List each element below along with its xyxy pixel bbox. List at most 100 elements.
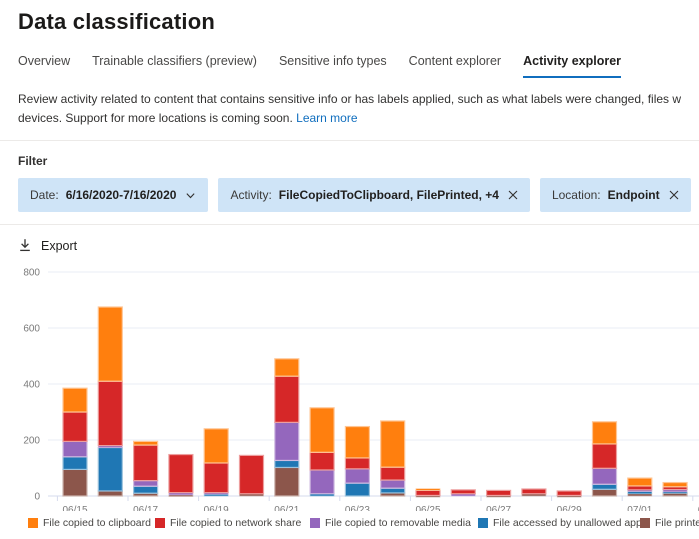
x-axis-tick-label: 06/27 [486, 505, 511, 511]
bar-segment-06/24-file-copied-to-network-share[interactable] [380, 466, 406, 481]
legend-item-file-copied-to-clipboard: File copied to clipboard [28, 517, 151, 529]
x-axis-tick-label: 06/17 [133, 505, 158, 511]
download-icon [18, 238, 32, 255]
bar-segment-06/28-file-copied-to-network-share[interactable] [521, 488, 547, 495]
bar-segment-06/19-file-copied-to-network-share[interactable] [203, 462, 229, 494]
bar-segment-06/17-file-copied-to-clipboard[interactable] [133, 440, 159, 446]
close-icon[interactable] [508, 190, 518, 200]
bar-segment-06/30-file-copied-to-clipboard[interactable] [591, 421, 618, 445]
bar-segment-06/21-file-accessed-by-unallowed-app[interactable] [274, 459, 300, 469]
bar-segment-06/16-file-accessed-by-unallowed-app[interactable] [97, 446, 123, 492]
bar-segment-06/15-file-copied-to-clipboard[interactable] [62, 387, 88, 413]
legend-item-file-copied-to-network-share: File copied to network share [155, 517, 301, 529]
tab-content-explorer[interactable]: Content explorer [408, 54, 502, 68]
bar-segment-06/17-file-accessed-by-unallowed-app[interactable] [133, 485, 159, 494]
bar-segment-06/30-file-printed[interactable] [591, 488, 618, 497]
legend-swatch [28, 518, 38, 528]
page-description: Review activity related to content that … [0, 90, 699, 128]
x-axis-tick-label: 07/01 [627, 505, 652, 511]
x-axis-tick-label: 06/25 [415, 505, 440, 511]
bar-segment-06/23-file-copied-to-clipboard[interactable] [344, 425, 370, 459]
chip-value: Endpoint [607, 188, 660, 202]
divider [0, 224, 699, 225]
filter-chip-date[interactable]: Date: 6/16/2020-7/16/2020 [18, 178, 209, 212]
tab-trainable-classifiers-preview[interactable]: Trainable classifiers (preview) [92, 54, 257, 68]
bar-segment-06/17-file-copied-to-network-share[interactable] [133, 444, 159, 482]
bar-segment-06/30-file-copied-to-removable-media[interactable] [591, 467, 618, 485]
bar-segment-06/29-file-copied-to-network-share[interactable] [556, 490, 582, 497]
bar-segment-06/25-file-copied-to-clipboard[interactable] [415, 488, 441, 491]
bar-segment-06/23-file-accessed-by-unallowed-app[interactable] [344, 482, 370, 497]
legend-swatch [310, 518, 320, 528]
y-axis-tick-label: 400 [23, 380, 40, 391]
bar-segment-06/27-file-copied-to-network-share[interactable] [486, 489, 512, 497]
legend-item-file-printed: File printed [640, 517, 699, 529]
bar-segment-06/15-file-copied-to-removable-media[interactable] [62, 440, 88, 458]
tab-sensitive-info-types[interactable]: Sensitive info types [278, 54, 387, 68]
filter-section-label: Filter [18, 154, 48, 168]
bar-segment-06/16-file-printed[interactable] [97, 490, 123, 497]
bar-segment-06/15-file-accessed-by-unallowed-app[interactable] [62, 456, 88, 471]
filter-chip-location[interactable]: Location: Endpoint [539, 178, 691, 212]
bar-segment-06/22-file-copied-to-network-share[interactable] [309, 451, 335, 471]
bar-segment-06/15-file-copied-to-network-share[interactable] [62, 411, 88, 442]
y-axis-tick-label: 0 [34, 492, 40, 503]
chart-legend: File copied to clipboard File copied to n… [0, 513, 699, 539]
tab-bar: Overview Trainable classifiers (preview) S… [0, 54, 699, 78]
legend-label: File copied to network share [170, 517, 302, 529]
bar-segment-06/22-file-copied-to-clipboard[interactable] [309, 407, 335, 453]
bar-segment-06/16-file-copied-to-network-share[interactable] [97, 380, 123, 447]
bar-segment-06/21-file-copied-to-clipboard[interactable] [274, 358, 300, 377]
bar-segment-06/17-file-copied-to-removable-media[interactable] [133, 480, 159, 487]
bar-segment-06/20-file-copied-to-network-share[interactable] [238, 454, 265, 495]
close-icon[interactable] [669, 190, 679, 200]
chip-label: Activity: [230, 188, 272, 202]
x-axis-tick-label: 06/15 [62, 505, 87, 511]
bar-segment-06/21-file-printed[interactable] [274, 466, 300, 497]
export-label: Export [41, 239, 78, 253]
bar-segment-06/18-file-copied-to-network-share[interactable] [168, 453, 194, 494]
bar-segment-06/30-file-accessed-by-unallowed-app[interactable] [591, 483, 618, 490]
bar-segment-06/15-file-printed[interactable] [62, 468, 88, 497]
x-axis-tick-label: 07/03 [698, 505, 699, 511]
bar-segment-06/16-file-copied-to-clipboard[interactable] [97, 306, 123, 382]
bar-segment-06/25-file-copied-to-network-share[interactable] [415, 489, 441, 497]
bar-segment-06/23-file-copied-to-network-share[interactable] [344, 457, 370, 470]
bar-segment-06/26-file-copied-to-network-share[interactable] [450, 489, 476, 495]
x-axis-tick-label: 06/29 [557, 505, 582, 511]
bar-segment-07/02-file-copied-to-clipboard[interactable] [662, 481, 688, 488]
bar-segment-06/21-file-copied-to-network-share[interactable] [274, 375, 300, 423]
chip-label: Location: [551, 188, 601, 202]
export-button[interactable]: Export [0, 225, 699, 257]
legend-item-file-copied-to-removable-media: File copied to removable media [310, 517, 471, 529]
legend-label: File copied to removable media [325, 517, 471, 529]
bar-segment-06/21-file-copied-to-removable-media[interactable] [274, 421, 300, 462]
page-title: Data classification [18, 9, 215, 34]
bar-segment-06/22-file-copied-to-removable-media[interactable] [309, 469, 335, 495]
legend-swatch [155, 518, 165, 528]
filter-chip-row: Date: 6/16/2020-7/16/2020 Activity: FileCop… [0, 178, 699, 212]
legend-item-file-accessed-by-unallowed-app: File accessed by unallowed app [478, 517, 642, 529]
divider [0, 140, 699, 141]
description-line-2: devices. Support for more locations is c… [18, 111, 358, 125]
bar-segment-06/19-file-copied-to-clipboard[interactable] [203, 428, 229, 464]
activity-stacked-bar-chart[interactable]: 0 200 400 600 800 06/15 06/17 06/19 06/21 06/23 06… [0, 259, 699, 511]
bar-segment-06/24-file-accessed-by-unallowed-app[interactable] [380, 487, 406, 494]
bar-segment-06/30-file-copied-to-network-share[interactable] [591, 443, 618, 469]
x-axis-tick-label: 06/23 [345, 505, 370, 511]
bar-segment-06/24-file-copied-to-clipboard[interactable] [380, 420, 406, 468]
bar-segment-06/24-file-copied-to-removable-media[interactable] [380, 479, 406, 489]
chip-label: Date: [30, 188, 59, 202]
legend-label: File accessed by unallowed app [493, 517, 642, 529]
bar-segment-07/01-file-copied-to-clipboard[interactable] [627, 477, 653, 487]
bar-segment-06/23-file-copied-to-removable-media[interactable] [344, 468, 370, 484]
legend-label: File copied to clipboard [43, 517, 151, 529]
y-axis-tick-label: 200 [23, 436, 40, 447]
filter-chip-activity[interactable]: Activity: FileCopiedToClipboard, FilePrin… [218, 178, 530, 212]
y-axis-tick-label: 800 [23, 268, 40, 279]
chip-value: FileCopiedToClipboard, FilePrinted, +4 [278, 188, 499, 202]
tab-overview[interactable]: Overview [18, 54, 71, 68]
tab-activity-explorer[interactable]: Activity explorer [523, 54, 622, 78]
chevron-down-icon[interactable] [185, 190, 196, 201]
learn-more-link[interactable]: Learn more [296, 111, 358, 125]
